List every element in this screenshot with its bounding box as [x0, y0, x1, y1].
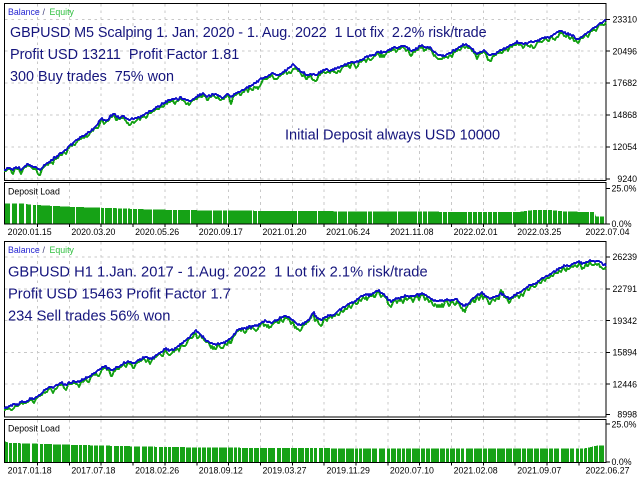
svg-text:2019.11.29: 2019.11.29: [327, 466, 370, 476]
svg-text:300 Buy trades 75% won: 300 Buy trades 75% won: [10, 69, 174, 85]
svg-text:GBPUSD H1 1.Jan. 2017 - 1.Aug.: GBPUSD H1 1.Jan. 2017 - 1.Aug. 2022 1 Lo…: [8, 265, 428, 281]
svg-text:Balance: Balance: [8, 7, 40, 17]
svg-text:Equity: Equity: [50, 245, 75, 255]
svg-text:Initial Deposit always USD 100: Initial Deposit always USD 10000: [285, 128, 500, 144]
svg-text:2022.06.27: 2022.06.27: [585, 466, 629, 476]
svg-text:2017.07.18: 2017.07.18: [71, 466, 115, 476]
svg-text:Deposit Load: Deposit Load: [8, 424, 60, 434]
svg-text:2021.09.07: 2021.09.07: [517, 466, 561, 476]
svg-text:9240: 9240: [617, 174, 637, 184]
svg-text:2020.09.17: 2020.09.17: [199, 227, 243, 237]
svg-text:14868: 14868: [613, 110, 638, 120]
svg-text:/: /: [43, 7, 46, 17]
svg-text:Profit USD 13211 Profit Facto: Profit USD 13211 Profit Factor 1.81: [10, 47, 239, 63]
svg-text:25.0%: 25.0%: [612, 183, 637, 193]
svg-text:2017.01.18: 2017.01.18: [8, 466, 52, 476]
svg-text:Profit USD 15463 Profit Factor: Profit USD 15463 Profit Factor 1.7: [8, 287, 231, 303]
svg-text:12054: 12054: [613, 142, 638, 152]
svg-text:2022.03.25: 2022.03.25: [517, 227, 561, 237]
svg-text:2021.11.08: 2021.11.08: [390, 227, 433, 237]
svg-text:2020.07.10: 2020.07.10: [390, 466, 434, 476]
svg-text:2020.05.26: 2020.05.26: [135, 227, 179, 237]
svg-text:26239: 26239: [613, 252, 638, 262]
svg-text:22791: 22791: [613, 284, 638, 294]
svg-text:15894: 15894: [613, 348, 638, 358]
svg-text:2018.02.26: 2018.02.26: [135, 466, 179, 476]
svg-text:2019.03.27: 2019.03.27: [262, 466, 306, 476]
svg-text:12446: 12446: [613, 379, 638, 389]
svg-text:2021.06.24: 2021.06.24: [326, 227, 370, 237]
svg-text:8998: 8998: [617, 410, 637, 420]
svg-text:25.0%: 25.0%: [612, 419, 637, 429]
svg-text:0.0%: 0.0%: [612, 457, 632, 467]
svg-text:0.0%: 0.0%: [612, 219, 632, 229]
svg-text:Balance: Balance: [8, 245, 40, 255]
svg-text:23310: 23310: [613, 15, 638, 25]
svg-text:2022.02.01: 2022.02.01: [454, 227, 498, 237]
svg-text:2020.03.20: 2020.03.20: [71, 227, 115, 237]
svg-text:2018.09.12: 2018.09.12: [199, 466, 243, 476]
svg-text:2020.01.15: 2020.01.15: [8, 227, 52, 237]
svg-text:Equity: Equity: [50, 7, 75, 17]
svg-text:2022.07.04: 2022.07.04: [585, 227, 629, 237]
svg-text:2021.01.20: 2021.01.20: [262, 227, 306, 237]
svg-text:GBPUSD M5 Scalping 1. Jan. 202: GBPUSD M5 Scalping 1. Jan. 2020 - 1. Aug…: [10, 25, 487, 41]
svg-text:19342: 19342: [613, 316, 638, 326]
svg-text:17682: 17682: [613, 78, 638, 88]
svg-text:/: /: [43, 245, 46, 255]
svg-text:Deposit Load: Deposit Load: [8, 187, 60, 197]
svg-text:2021.02.08: 2021.02.08: [454, 466, 498, 476]
svg-text:20496: 20496: [613, 46, 638, 56]
svg-text:234 Sell trades 56% won: 234 Sell trades 56% won: [8, 309, 170, 325]
